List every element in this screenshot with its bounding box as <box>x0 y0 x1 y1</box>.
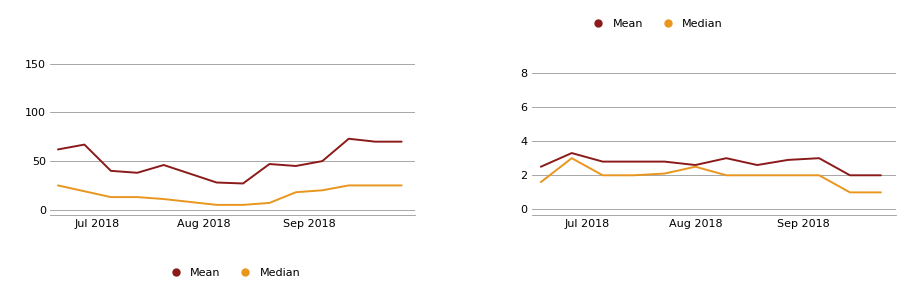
Legend: Mean, Median: Mean, Median <box>160 263 305 282</box>
Legend: Mean, Median: Mean, Median <box>583 14 727 33</box>
